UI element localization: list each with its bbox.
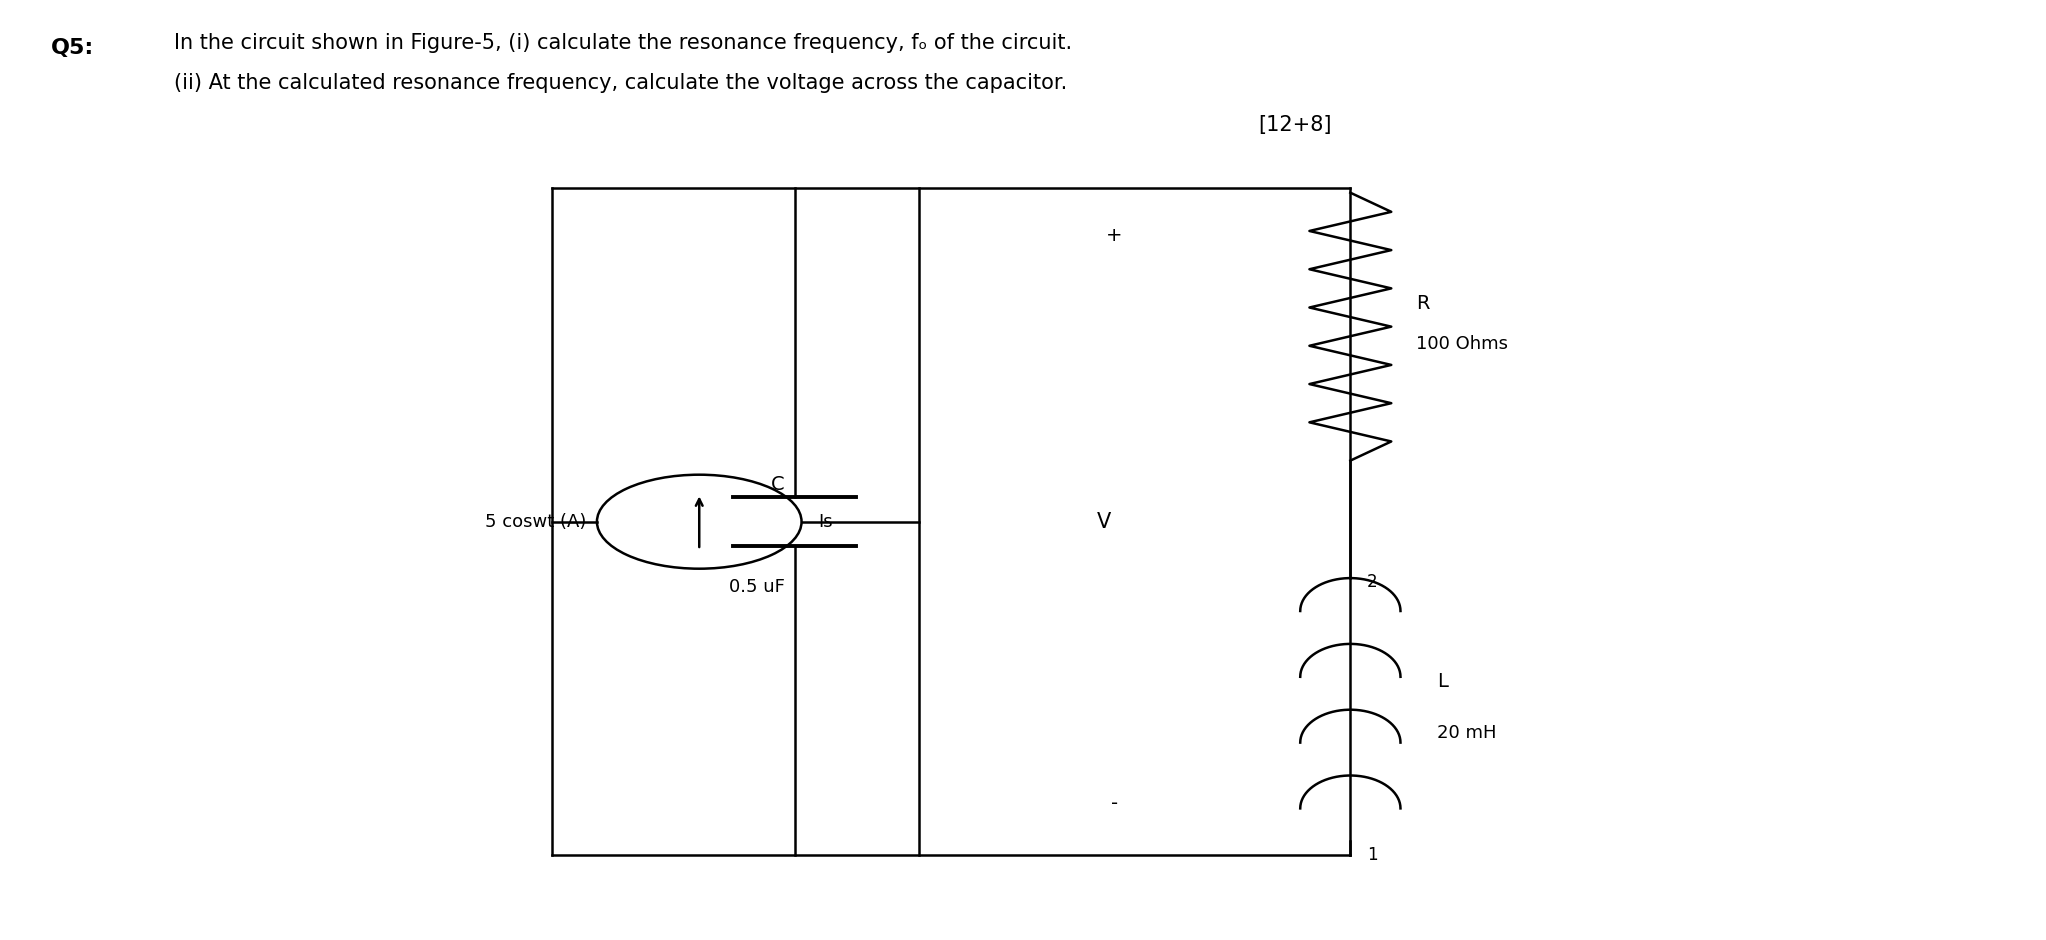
Text: In the circuit shown in Figure-5, (i) calculate the resonance frequency, fₒ of t: In the circuit shown in Figure-5, (i) ca… [174, 33, 1072, 53]
Text: -: - [1111, 794, 1117, 813]
Text: L: L [1436, 672, 1449, 691]
Text: V: V [1097, 511, 1111, 532]
Text: [12+8]: [12+8] [1258, 115, 1332, 134]
Text: C: C [771, 476, 784, 494]
Text: Q5:: Q5: [51, 38, 94, 57]
Text: +: + [1107, 226, 1123, 244]
Text: 1: 1 [1367, 846, 1377, 864]
Text: 2: 2 [1367, 573, 1377, 591]
Text: R: R [1416, 293, 1430, 313]
Text: (ii) At the calculated resonance frequency, calculate the voltage across the cap: (ii) At the calculated resonance frequen… [174, 73, 1068, 93]
Text: 20 mH: 20 mH [1436, 724, 1498, 743]
Text: 0.5 uF: 0.5 uF [728, 578, 786, 596]
Text: 100 Ohms: 100 Ohms [1416, 335, 1508, 352]
Text: Is: Is [818, 512, 833, 531]
Text: 5 coswt (A): 5 coswt (A) [485, 512, 587, 531]
